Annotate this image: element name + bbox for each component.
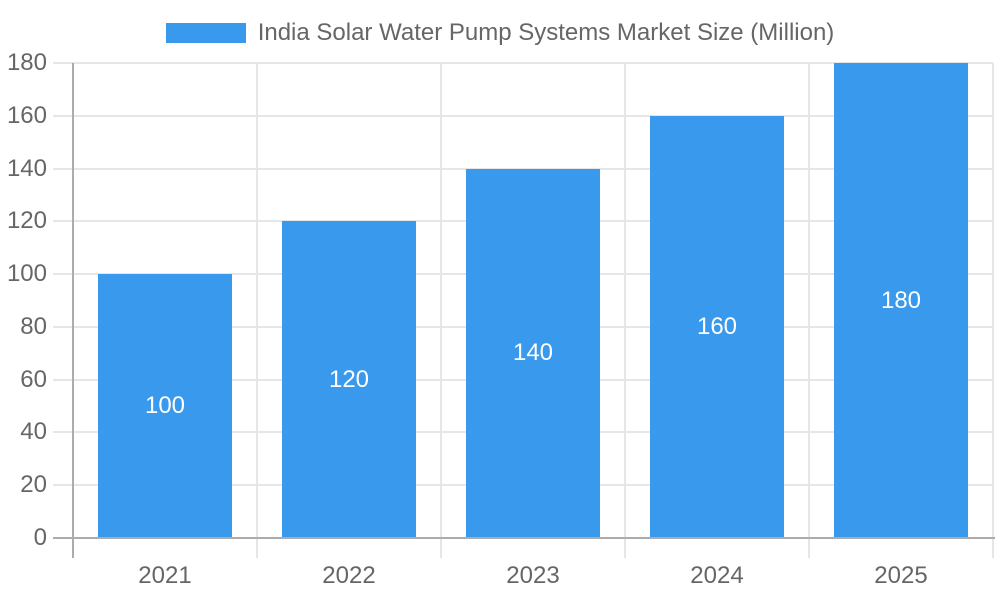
x-axis-tick xyxy=(440,538,442,558)
x-gridline xyxy=(256,63,258,538)
y-tick-label: 40 xyxy=(20,418,47,446)
bar xyxy=(466,168,600,538)
y-axis-tick xyxy=(53,484,73,487)
y-axis-tick xyxy=(53,378,73,381)
y-tick-label: 120 xyxy=(6,207,47,235)
y-tick-label: 80 xyxy=(20,312,47,340)
y-axis-tick xyxy=(53,325,73,328)
x-tick-label: 2022 xyxy=(322,562,376,589)
bar-value-label: 120 xyxy=(328,365,370,393)
plot-area: 0 20 40 60 80 100 120 140 160 180 100 2021 120 2022 14… xyxy=(7,49,995,589)
x-tick-label: 2023 xyxy=(506,562,560,589)
y-gridline xyxy=(73,114,993,117)
y-tick-label: 0 xyxy=(33,524,47,551)
y-axis-line xyxy=(72,63,74,558)
x-gridline xyxy=(624,63,626,538)
legend-swatch xyxy=(165,23,246,43)
x-tick-label: 2024 xyxy=(690,562,744,589)
bar-value-label: 160 xyxy=(696,312,738,340)
x-tick-label: 2025 xyxy=(874,562,928,589)
x-axis-tick xyxy=(808,538,810,558)
bar xyxy=(282,221,416,538)
x-axis-tick xyxy=(256,538,258,558)
y-tick-label: 20 xyxy=(20,471,47,499)
bar xyxy=(650,115,784,538)
x-gridline xyxy=(440,63,442,538)
y-axis-tick xyxy=(53,431,73,434)
y-tick-label: 140 xyxy=(6,154,47,182)
y-tick-label: 60 xyxy=(20,365,47,393)
y-tick-label: 160 xyxy=(6,101,47,129)
y-gridline xyxy=(73,62,993,64)
y-tick-label: 100 xyxy=(6,260,47,288)
chart-legend[interactable]: India Solar Water Pump Systems Market Si… xyxy=(0,18,1000,48)
y-tick-label: 180 xyxy=(6,49,47,76)
x-axis-tick xyxy=(624,538,626,558)
y-axis-tick xyxy=(53,114,73,117)
legend-label: India Solar Water Pump Systems Market Si… xyxy=(257,19,835,46)
bar xyxy=(98,274,232,538)
y-axis-tick xyxy=(53,220,73,223)
bar-value-label: 180 xyxy=(880,286,922,314)
bar-value-label: 100 xyxy=(144,392,186,420)
bar-value-label: 140 xyxy=(512,339,554,367)
x-axis-line xyxy=(53,537,995,539)
x-tick-label: 2021 xyxy=(138,562,192,589)
y-axis-tick xyxy=(53,167,73,170)
x-gridline xyxy=(992,63,994,538)
x-gridline xyxy=(808,63,810,538)
x-axis-tick xyxy=(992,538,994,558)
y-axis-tick xyxy=(53,273,73,276)
y-axis-tick xyxy=(53,62,73,64)
bar xyxy=(834,63,968,538)
